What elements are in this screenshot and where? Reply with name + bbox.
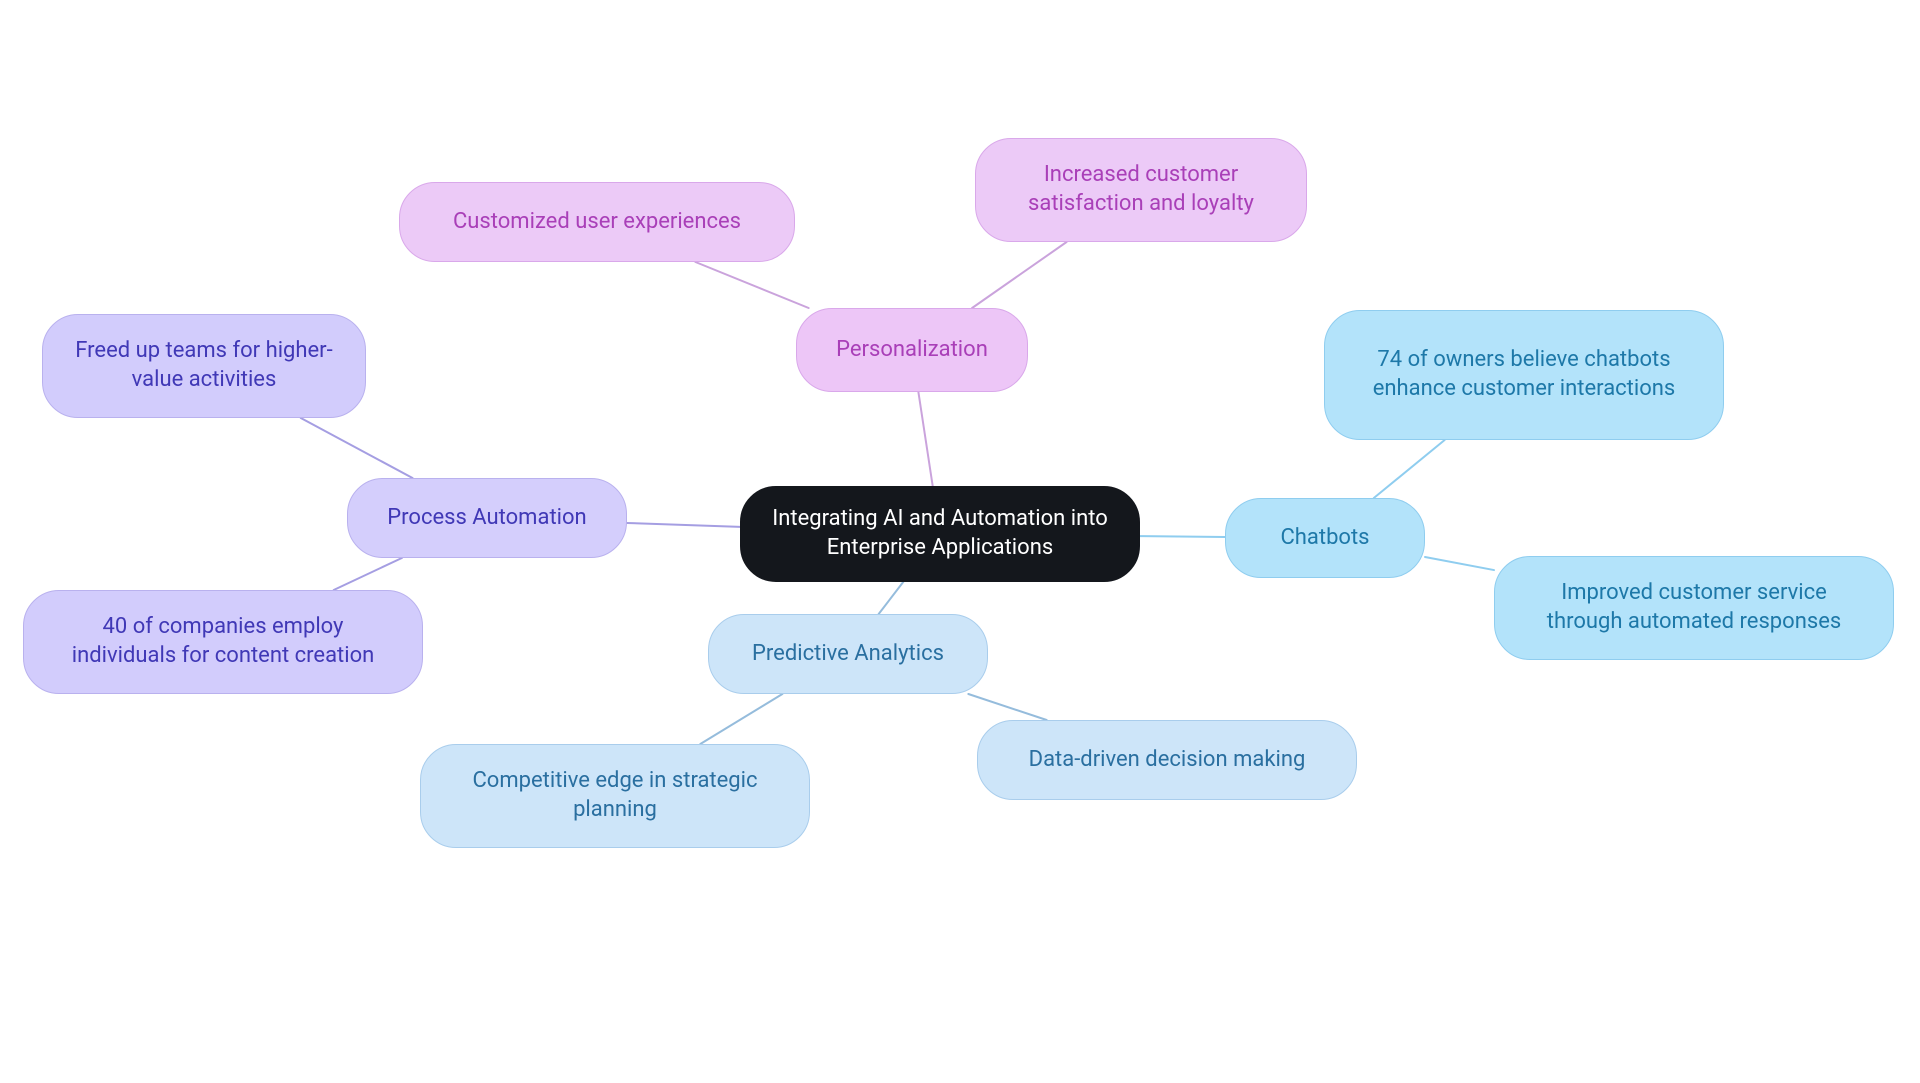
- node-label: Freed up teams for higher-value activiti…: [71, 337, 337, 394]
- node-label: Data-driven decision making: [1029, 746, 1306, 775]
- edge: [1425, 557, 1494, 570]
- mindmap-node: Chatbots: [1225, 498, 1425, 578]
- mindmap-node: Freed up teams for higher-value activiti…: [42, 314, 366, 418]
- node-label: Customized user experiences: [453, 208, 741, 237]
- node-label: Predictive Analytics: [752, 640, 944, 669]
- node-label: Increased customer satisfaction and loya…: [1004, 161, 1278, 218]
- mindmap-node: Predictive Analytics: [708, 614, 988, 694]
- node-label: Personalization: [836, 336, 988, 365]
- edge: [918, 392, 932, 486]
- mindmap-node: Personalization: [796, 308, 1028, 392]
- edge: [334, 558, 402, 590]
- edge: [1140, 536, 1225, 537]
- mindmap-node: Process Automation: [347, 478, 627, 558]
- center-node: Integrating AI and Automation into Enter…: [740, 486, 1140, 582]
- mindmap-node: Increased customer satisfaction and loya…: [975, 138, 1307, 242]
- edge: [301, 418, 413, 478]
- node-label: Chatbots: [1280, 524, 1369, 553]
- mindmap-node: Competitive edge in strategic planning: [420, 744, 810, 848]
- mindmap-node: 74 of owners believe chatbots enhance cu…: [1324, 310, 1724, 440]
- edge: [1374, 440, 1445, 498]
- node-label: Process Automation: [387, 504, 586, 533]
- node-label: 74 of owners believe chatbots enhance cu…: [1353, 346, 1695, 403]
- edge: [695, 262, 808, 308]
- mindmap-node: Improved customer service through automa…: [1494, 556, 1894, 660]
- edge: [972, 242, 1066, 308]
- edge: [879, 582, 904, 614]
- mindmap-node: Customized user experiences: [399, 182, 795, 262]
- edge: [700, 694, 782, 744]
- node-label: Improved customer service through automa…: [1523, 579, 1865, 636]
- mindmap-node: 40 of companies employ individuals for c…: [23, 590, 423, 694]
- mindmap-canvas: Integrating AI and Automation into Enter…: [0, 0, 1920, 1083]
- node-label: 40 of companies employ individuals for c…: [52, 613, 394, 670]
- node-label: Competitive edge in strategic planning: [449, 767, 781, 824]
- node-label: Integrating AI and Automation into Enter…: [769, 505, 1111, 562]
- edge: [627, 523, 740, 527]
- edge: [968, 694, 1046, 720]
- mindmap-node: Data-driven decision making: [977, 720, 1357, 800]
